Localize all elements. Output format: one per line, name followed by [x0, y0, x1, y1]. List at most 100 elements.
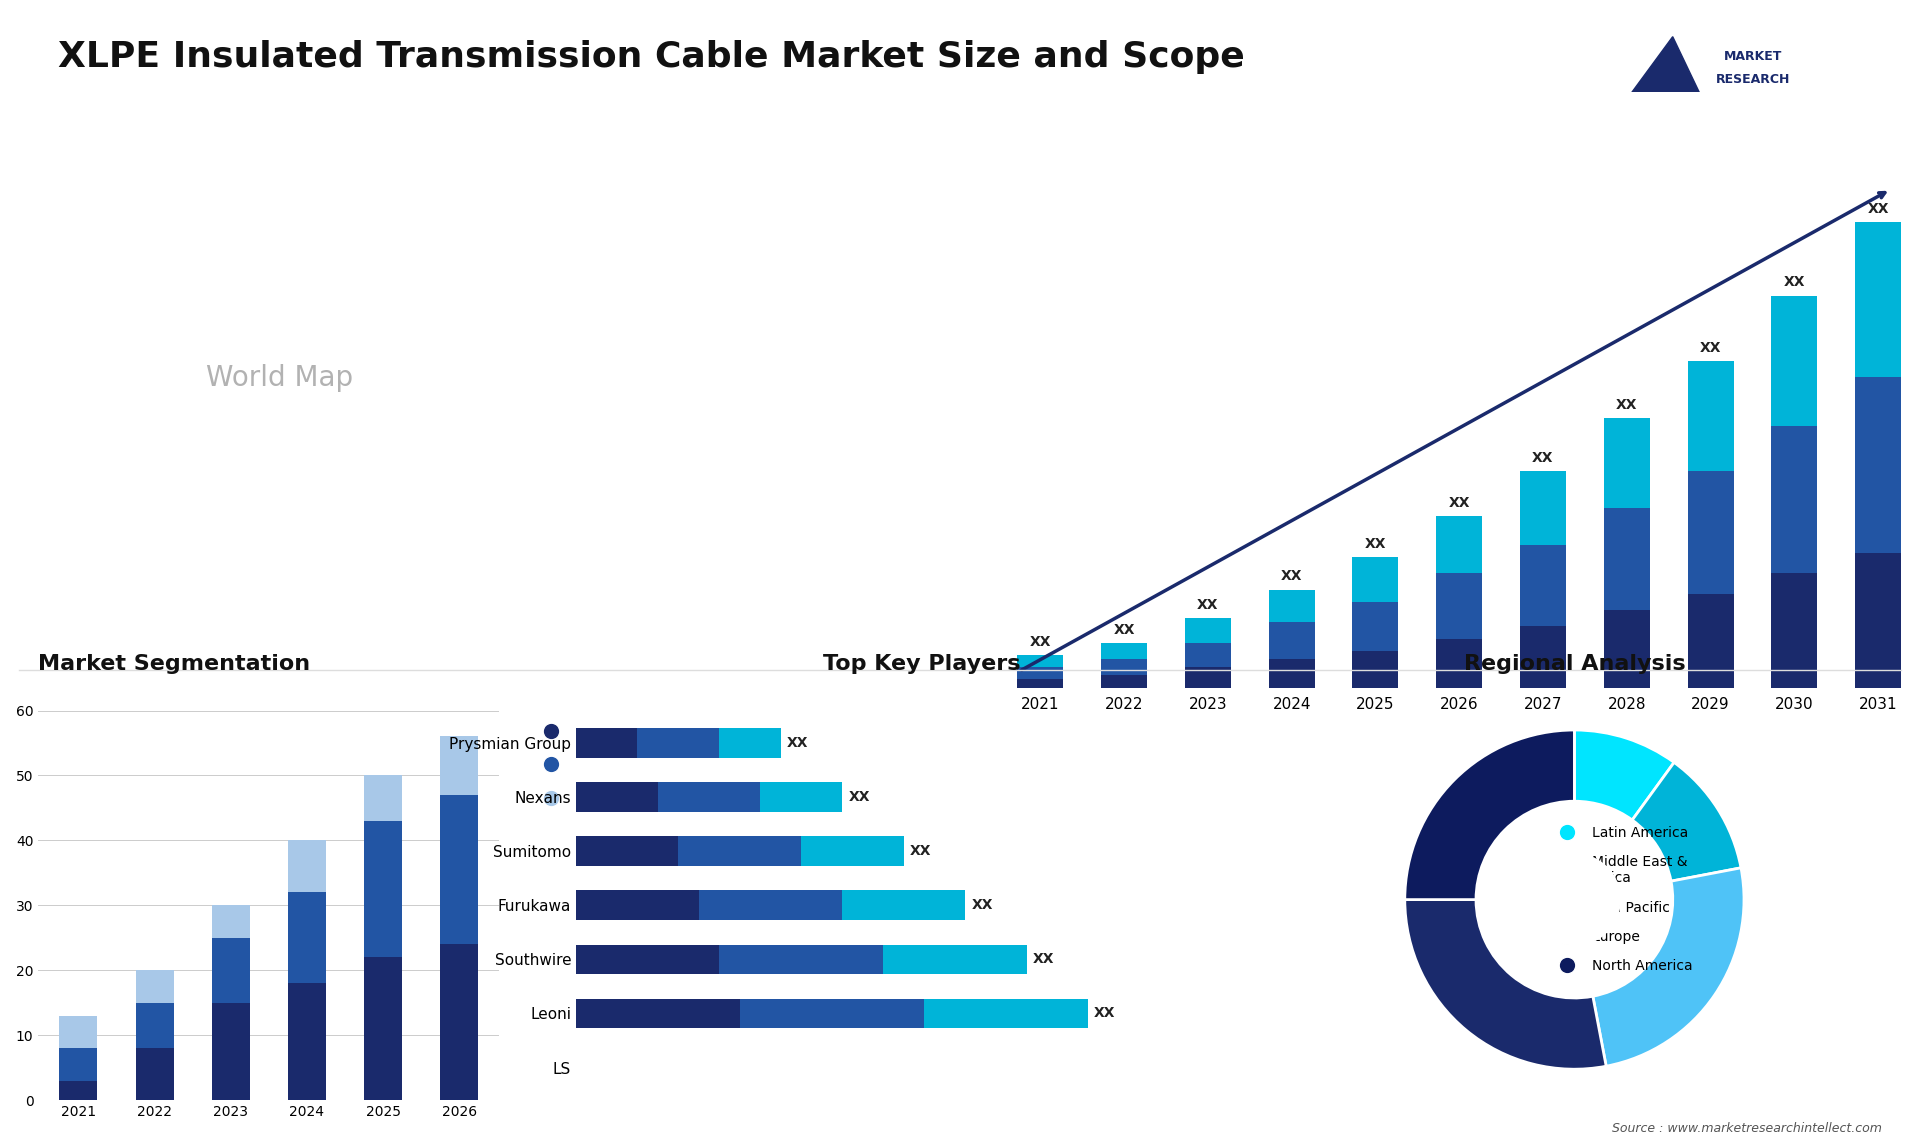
- Bar: [1269, 659, 1315, 688]
- Bar: [843, 890, 966, 920]
- Text: INTELLECT: INTELLECT: [1715, 95, 1789, 109]
- Bar: [1185, 643, 1231, 667]
- Bar: [136, 1049, 173, 1100]
- Text: XX: XX: [1029, 635, 1050, 649]
- Circle shape: [1528, 854, 1620, 945]
- Bar: [288, 983, 326, 1100]
- Bar: [1100, 659, 1146, 675]
- Bar: [211, 937, 250, 1003]
- Text: XX: XX: [849, 791, 870, 804]
- Bar: [1521, 471, 1567, 544]
- Bar: [1772, 573, 1818, 688]
- Bar: [211, 905, 250, 937]
- Text: XX: XX: [1532, 452, 1553, 465]
- Bar: [1436, 573, 1482, 638]
- Text: XX: XX: [1114, 622, 1135, 636]
- Bar: [576, 998, 739, 1028]
- Text: XX: XX: [972, 898, 993, 912]
- Text: XLPE Insulated Transmission Cable Market Size and Scope: XLPE Insulated Transmission Cable Market…: [58, 40, 1244, 74]
- Text: XX: XX: [1617, 398, 1638, 411]
- Bar: [1018, 654, 1064, 667]
- Bar: [440, 944, 478, 1100]
- Bar: [801, 837, 904, 866]
- Bar: [1436, 638, 1482, 688]
- Bar: [576, 944, 720, 974]
- Bar: [1352, 651, 1398, 688]
- Text: Regional Analysis: Regional Analysis: [1463, 654, 1686, 674]
- Bar: [576, 728, 637, 758]
- Wedge shape: [1405, 730, 1574, 900]
- Bar: [60, 1015, 98, 1049]
- Wedge shape: [1594, 868, 1743, 1066]
- Bar: [1185, 618, 1231, 643]
- Bar: [1269, 622, 1315, 659]
- Text: XX: XX: [1784, 275, 1805, 290]
- Bar: [760, 783, 843, 813]
- Text: XX: XX: [1868, 202, 1889, 215]
- Bar: [1688, 471, 1734, 594]
- Bar: [60, 1081, 98, 1100]
- Bar: [720, 728, 781, 758]
- Text: XX: XX: [787, 736, 808, 751]
- Bar: [365, 821, 401, 957]
- Text: XX: XX: [910, 845, 931, 858]
- Text: XX: XX: [1448, 496, 1471, 510]
- Text: Top Key Players: Top Key Players: [824, 654, 1020, 674]
- Bar: [1688, 594, 1734, 688]
- Bar: [924, 998, 1089, 1028]
- Text: RESEARCH: RESEARCH: [1715, 72, 1789, 86]
- Bar: [288, 840, 326, 893]
- Bar: [739, 998, 924, 1028]
- Bar: [637, 728, 720, 758]
- Bar: [1855, 552, 1901, 688]
- Bar: [211, 1003, 250, 1100]
- Bar: [1688, 361, 1734, 471]
- Bar: [883, 944, 1027, 974]
- Bar: [1185, 667, 1231, 688]
- Bar: [659, 783, 760, 813]
- Wedge shape: [1405, 900, 1607, 1069]
- Bar: [1352, 602, 1398, 651]
- Text: MARKET: MARKET: [1724, 49, 1782, 63]
- Text: XX: XX: [1196, 598, 1219, 612]
- Bar: [1436, 516, 1482, 573]
- Bar: [1772, 296, 1818, 426]
- Bar: [136, 971, 173, 1003]
- Bar: [1100, 643, 1146, 659]
- Bar: [1603, 508, 1649, 610]
- Bar: [1269, 589, 1315, 622]
- Text: XX: XX: [1094, 1006, 1116, 1020]
- Polygon shape: [1611, 37, 1713, 120]
- Text: XX: XX: [1699, 340, 1722, 355]
- Bar: [1352, 557, 1398, 602]
- Bar: [1772, 426, 1818, 573]
- Bar: [1100, 675, 1146, 688]
- Bar: [576, 890, 699, 920]
- Bar: [576, 837, 678, 866]
- Bar: [136, 1003, 173, 1049]
- Wedge shape: [1574, 730, 1674, 821]
- Bar: [699, 890, 843, 920]
- Legend: Latin America, Middle East &
Africa, Asia Pacific, Europe, North America: Latin America, Middle East & Africa, Asi…: [1548, 821, 1697, 979]
- Text: World Map: World Map: [205, 364, 353, 392]
- Text: XX: XX: [1033, 952, 1054, 966]
- Bar: [365, 957, 401, 1100]
- Bar: [288, 893, 326, 983]
- Bar: [720, 944, 883, 974]
- Text: XX: XX: [1281, 570, 1302, 583]
- Bar: [440, 737, 478, 795]
- Bar: [1603, 418, 1649, 508]
- Text: XX: XX: [1365, 536, 1386, 551]
- Bar: [1603, 610, 1649, 688]
- Text: Source : www.marketresearchintellect.com: Source : www.marketresearchintellect.com: [1611, 1122, 1882, 1135]
- Text: Market Segmentation: Market Segmentation: [38, 654, 311, 674]
- Bar: [440, 795, 478, 944]
- Bar: [678, 837, 801, 866]
- Bar: [1521, 544, 1567, 627]
- Legend: Type, Application, Geography: Type, Application, Geography: [530, 719, 670, 813]
- Bar: [576, 783, 659, 813]
- Bar: [1855, 377, 1901, 552]
- Bar: [1855, 222, 1901, 377]
- Bar: [60, 1049, 98, 1081]
- Bar: [365, 776, 401, 821]
